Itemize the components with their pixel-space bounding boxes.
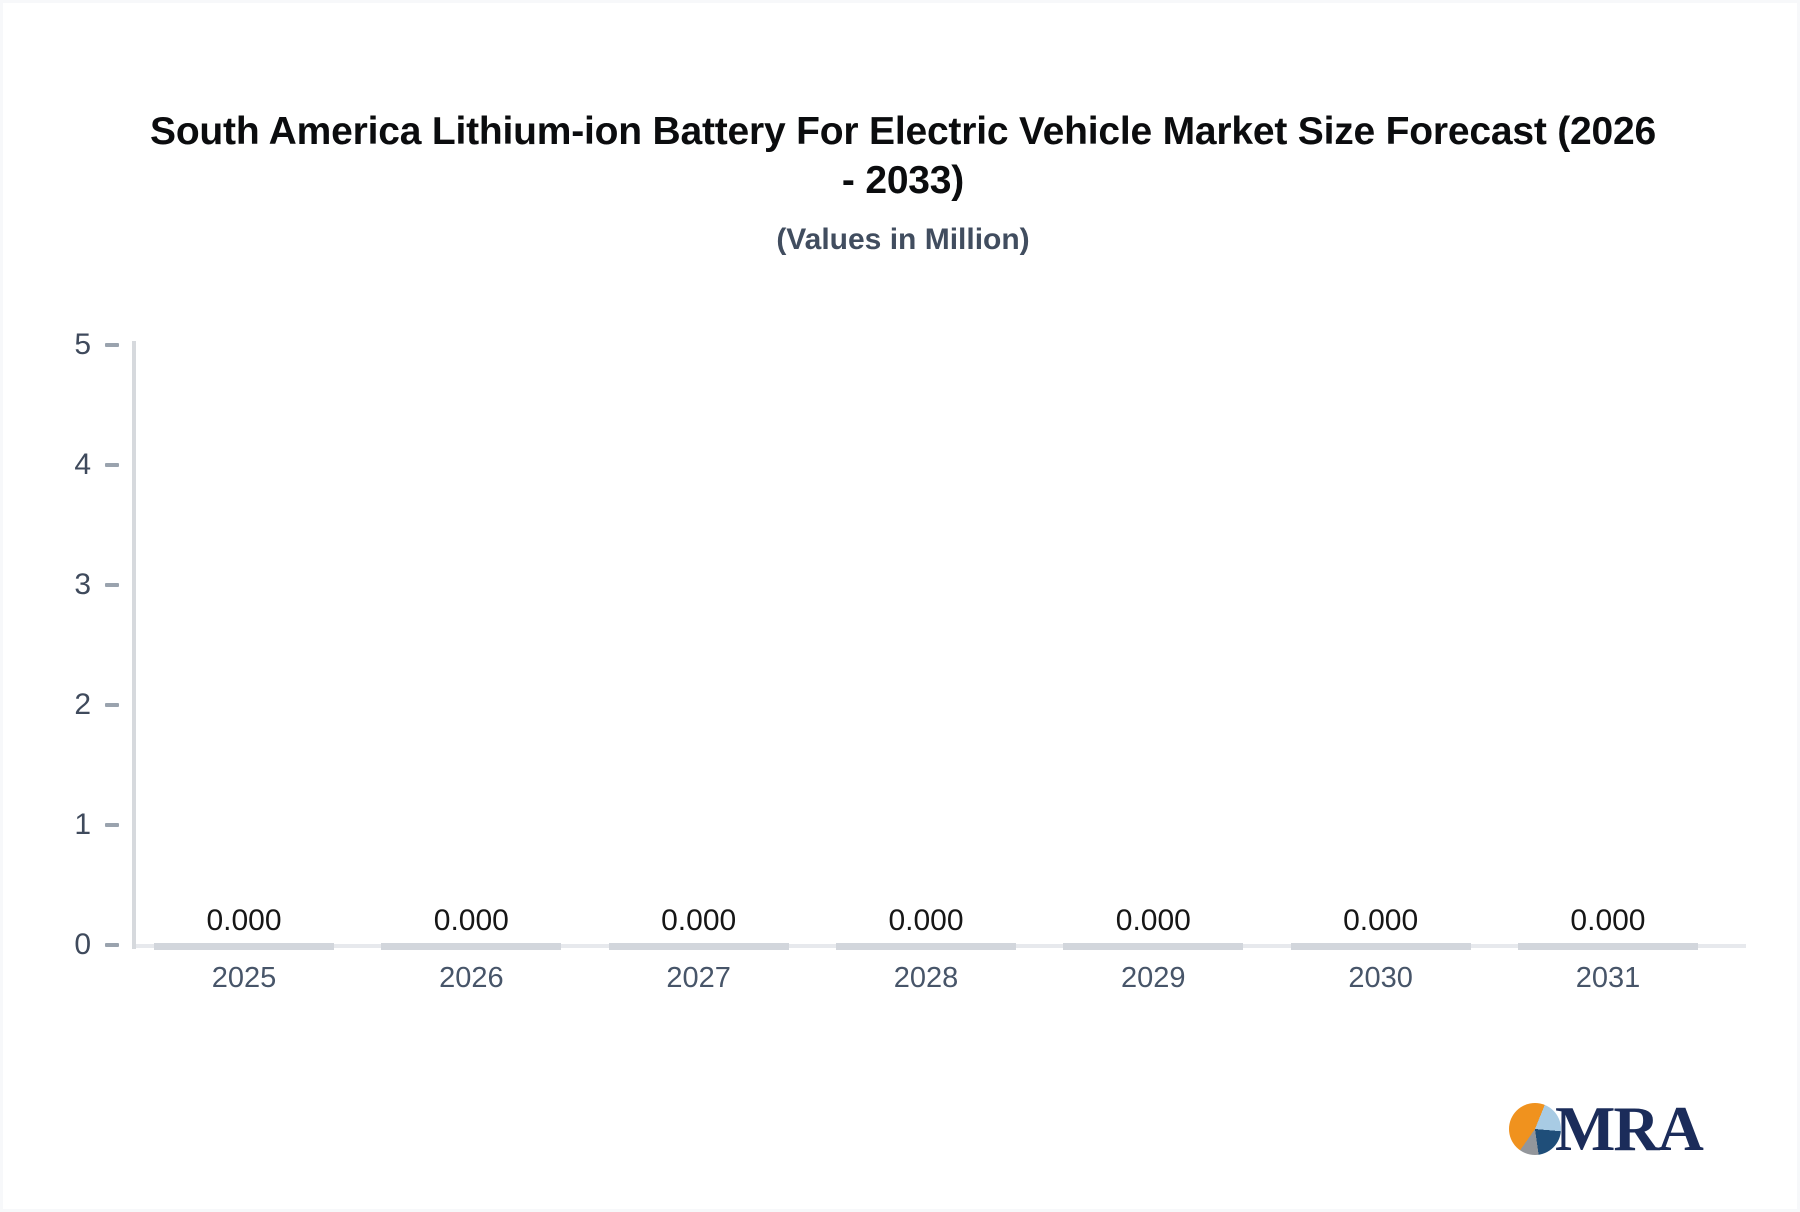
bar: [154, 943, 334, 950]
y-tick-label: 4: [74, 448, 91, 481]
x-tick-label: 2027: [666, 962, 731, 994]
x-tick-label: 2026: [439, 962, 504, 994]
chart-title-line-1: South America Lithium-ion Battery For El…: [150, 110, 1656, 153]
bar: [1063, 943, 1244, 950]
y-tick-label: 2: [74, 688, 91, 721]
bar: [1290, 943, 1471, 950]
x-tick-label: 2030: [1348, 962, 1413, 994]
bar: [1517, 943, 1698, 950]
bar: [608, 943, 789, 950]
mra-logo: MRA: [1509, 1093, 1704, 1164]
bar: [835, 943, 1016, 950]
bar: [381, 943, 562, 950]
x-tick-label: 2025: [211, 962, 277, 994]
bar-value-label: 0.000: [1343, 904, 1419, 937]
chart-title-line-2: - 2033): [841, 159, 965, 202]
bar-value-label: 0.000: [206, 904, 282, 937]
x-tick-label: 2031: [1575, 962, 1641, 994]
logo-text: MRA: [1555, 1093, 1704, 1164]
y-tick-dash: [105, 703, 119, 707]
y-tick-label: 1: [74, 808, 91, 841]
pie-chart-logo-icon: [1509, 1103, 1561, 1155]
y-tick-label: 0: [74, 928, 91, 961]
y-tick-label: 3: [74, 568, 91, 601]
x-tick-label: 2028: [893, 962, 959, 994]
x-tick-label: 2029: [1121, 962, 1186, 994]
bar-value-label: 0.000: [1570, 904, 1646, 937]
bar-chart: 0 1 2 3 4 5 0.000 2025 0.000 2026 0.000 2027 0.000 2…: [3, 3, 1797, 1209]
y-tick-dash: [105, 343, 119, 347]
chart-subtitle: (Values in Million): [776, 223, 1030, 256]
chart-header: South America Lithium-ion Battery For El…: [43, 107, 1763, 257]
y-tick-dash: [105, 943, 119, 947]
y-tick-dash: [105, 823, 119, 827]
bar-value-label: 0.000: [433, 904, 509, 937]
y-tick-dash: [105, 583, 119, 587]
bar-value-label: 0.000: [661, 904, 737, 937]
bar-value-label: 0.000: [888, 904, 964, 937]
y-tick-dash: [105, 463, 119, 467]
bar-value-label: 0.000: [1115, 904, 1191, 937]
y-tick-label: 5: [74, 328, 91, 361]
y-axis-line: [132, 341, 136, 949]
